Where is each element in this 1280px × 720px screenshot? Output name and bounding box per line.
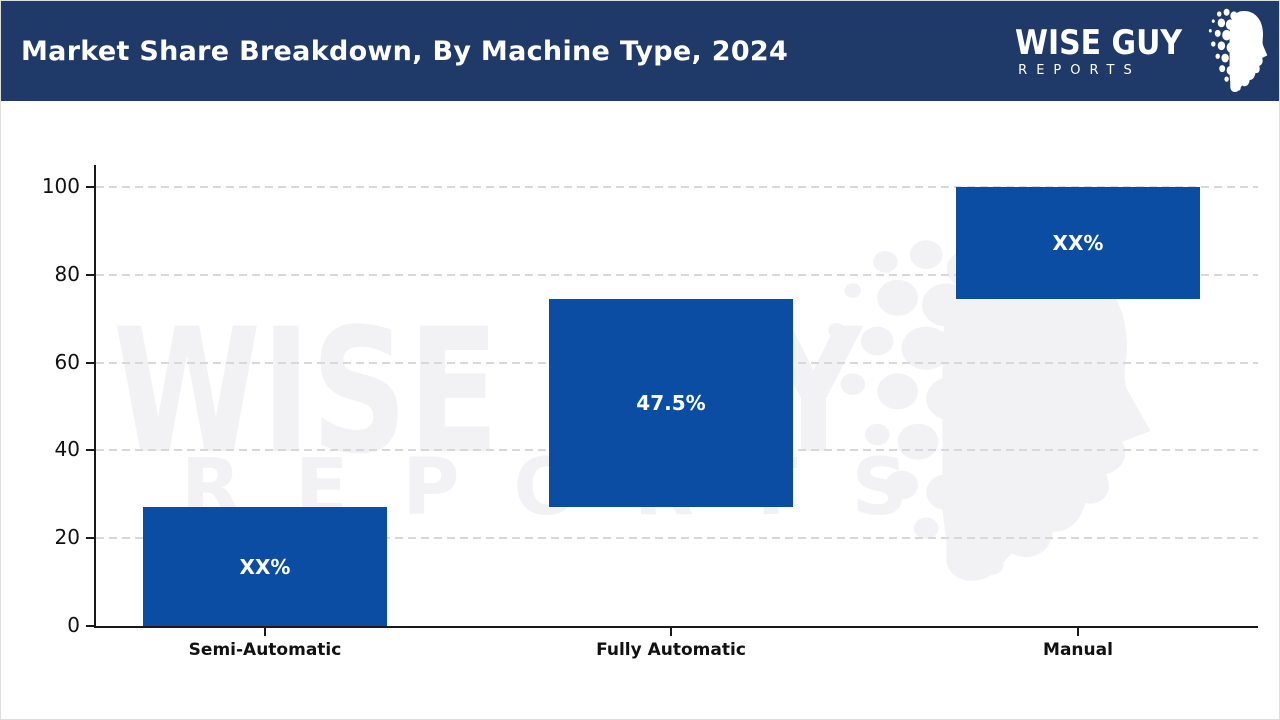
bar-manual: XX% xyxy=(956,187,1200,299)
header-bar: Market Share Breakdown, By Machine Type,… xyxy=(1,1,1279,101)
y-axis-line xyxy=(94,165,96,628)
y-tick-0 xyxy=(86,625,94,627)
x-tick-1 xyxy=(670,628,672,636)
logo-subtitle: REPORTS xyxy=(1018,62,1141,78)
y-tick-label-80: 80 xyxy=(54,261,80,286)
gridline-100 xyxy=(96,186,1258,188)
bar-value-label: XX% xyxy=(239,554,291,579)
x-tick-0 xyxy=(264,628,266,636)
category-label-0: Semi-Automatic xyxy=(188,640,342,660)
bar-fully-automatic: 47.5% xyxy=(549,298,793,508)
y-tick-label-60: 60 xyxy=(54,349,80,374)
logo-text: WISE GUY REPORTS xyxy=(1015,26,1205,77)
category-label-1: Fully Automatic xyxy=(596,640,746,660)
gridline-80 xyxy=(96,273,1258,276)
y-tick-40 xyxy=(86,449,94,452)
x-tick-2 xyxy=(1077,628,1079,636)
wise-guy-logo: WISE GUY REPORTS xyxy=(1015,7,1271,95)
y-tick-label-0: 0 xyxy=(67,613,80,637)
x-axis-line xyxy=(94,626,1258,628)
bar-semi-automatic: XX% xyxy=(143,507,387,626)
y-tick-100 xyxy=(86,186,94,188)
y-tick-label-40: 40 xyxy=(54,437,80,462)
y-tick-20 xyxy=(86,537,94,540)
gridline-20 xyxy=(96,537,1258,540)
y-tick-80 xyxy=(86,273,94,276)
y-tick-label-20: 20 xyxy=(54,525,80,550)
bar-value-label: 47.5% xyxy=(636,391,706,416)
page-title: Market Share Breakdown, By Machine Type,… xyxy=(21,35,789,67)
bar-chart: WISE GUY REPORTS 020406080100XX%Semi-Aut… xyxy=(1,101,1279,719)
dotted-face-logo-icon xyxy=(1208,8,1268,93)
bar-value-label: XX% xyxy=(1052,230,1104,255)
y-tick-60 xyxy=(86,361,94,364)
logo-name: WISE GUY xyxy=(1015,22,1183,63)
category-label-2: Manual xyxy=(1043,640,1113,660)
y-tick-label-100: 100 xyxy=(41,174,80,198)
